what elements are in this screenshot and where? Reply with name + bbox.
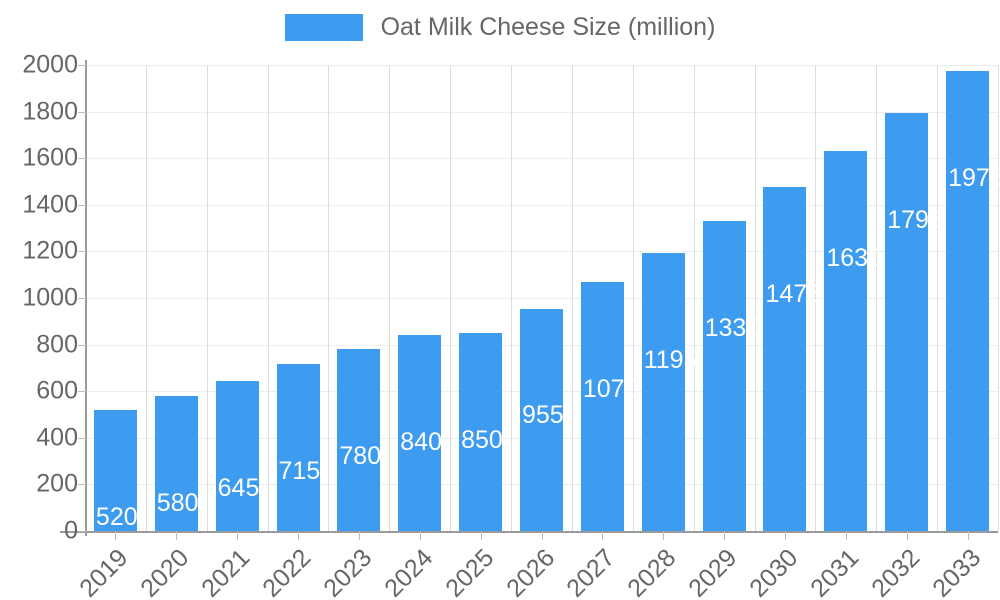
chart-legend: Oat Milk Cheese Size (million): [0, 14, 1000, 41]
y-tick-mark: [78, 251, 86, 253]
bar[interactable]: [763, 187, 807, 531]
gridline-vertical: [633, 65, 634, 531]
bar[interactable]: [520, 308, 563, 531]
gridline-vertical: [815, 65, 816, 531]
bar[interactable]: [885, 112, 929, 531]
x-tick-mark: [420, 531, 421, 540]
y-tick-label: 2000: [22, 50, 78, 79]
bar[interactable]: [702, 221, 746, 531]
gridline-vertical: [998, 65, 999, 531]
bar[interactable]: [276, 364, 320, 531]
y-tick-label: 0: [64, 516, 78, 545]
y-tick-label: 800: [36, 330, 78, 359]
bar[interactable]: [154, 395, 198, 531]
x-tick-mark: [663, 531, 664, 540]
y-tick-mark: [78, 158, 86, 160]
gridline-vertical: [937, 65, 938, 531]
x-tick-mark: [785, 531, 786, 540]
gridline-vertical: [450, 65, 451, 531]
x-tick-mark: [176, 531, 177, 540]
gridline-horizontal: [85, 65, 998, 66]
y-tick-label: 1400: [22, 190, 78, 219]
bar[interactable]: [641, 252, 685, 531]
gridline-horizontal: [85, 298, 998, 299]
gridline-horizontal: [85, 158, 998, 160]
x-tick-mark: [359, 531, 360, 540]
bar[interactable]: [337, 349, 381, 531]
bar[interactable]: [93, 409, 137, 531]
y-tick-mark: [78, 65, 86, 66]
legend-label: Oat Milk Cheese Size (million): [380, 13, 716, 41]
bar[interactable]: [398, 335, 442, 531]
gridline-vertical: [268, 65, 269, 531]
bar[interactable]: [824, 151, 868, 531]
y-tick-label: 1800: [22, 97, 78, 126]
y-tick-mark: [78, 344, 86, 346]
x-tick-mark: [115, 531, 116, 540]
x-axis-ticks: 2019 2020 2021 2022 2023 2024 2025 2026 2027 2028…: [0, 531, 1000, 600]
y-tick-mark: [78, 204, 86, 206]
y-tick-mark: [78, 437, 86, 439]
y-tick-label: 1000: [22, 283, 78, 312]
y-tick-mark: [78, 298, 86, 299]
x-tick-mark: [298, 531, 299, 540]
gridline-vertical: [755, 65, 756, 531]
x-tick-mark: [724, 531, 725, 540]
gridline-horizontal: [85, 111, 998, 113]
legend-item-oat-milk-cheese-size[interactable]: Oat Milk Cheese Size (million): [284, 13, 716, 41]
gridline-vertical: [876, 65, 877, 531]
y-tick-label: 600: [36, 376, 78, 405]
plot-area: 520 580 645 715 780 840 850 955 1070 1195 1330 1475…: [85, 65, 1000, 532]
gridline-vertical: [146, 65, 147, 531]
gridline-vertical: [207, 65, 208, 531]
x-tick-label: 2019: [74, 543, 134, 600]
gridline-vertical: [572, 65, 573, 531]
x-tick-mark: [542, 531, 543, 540]
x-axis-line: [60, 531, 998, 533]
bar[interactable]: [580, 281, 624, 531]
gridline-horizontal: [85, 204, 998, 206]
x-tick-mark: [907, 531, 908, 540]
bar[interactable]: [459, 332, 503, 531]
y-tick-mark: [78, 111, 86, 113]
gridline-vertical: [694, 65, 695, 531]
x-tick-mark: [968, 531, 969, 540]
x-tick-mark: [481, 531, 482, 540]
y-tick-label: 200: [36, 469, 78, 498]
y-tick-label: 1600: [22, 143, 78, 172]
bar[interactable]: [946, 70, 990, 531]
y-tick-mark: [78, 531, 86, 532]
gridline-vertical: [511, 65, 512, 531]
gridline-horizontal: [85, 251, 998, 253]
y-axis-line: [85, 60, 87, 536]
y-tick-label: 400: [36, 423, 78, 452]
bar[interactable]: [215, 380, 259, 531]
y-tick-mark: [78, 484, 86, 486]
y-tick-label: 1200: [22, 236, 78, 265]
gridline-vertical: [328, 65, 329, 531]
x-tick-mark: [237, 531, 238, 540]
legend-swatch-icon: [284, 14, 363, 41]
y-axis-ticks: 0 200 400 600 800 1000 1200 1400 1600 1800 2000: [0, 52, 86, 543]
x-tick-mark: [602, 531, 603, 540]
y-tick-mark: [78, 391, 86, 393]
x-tick-mark: [846, 531, 847, 540]
gridline-vertical: [389, 65, 390, 531]
